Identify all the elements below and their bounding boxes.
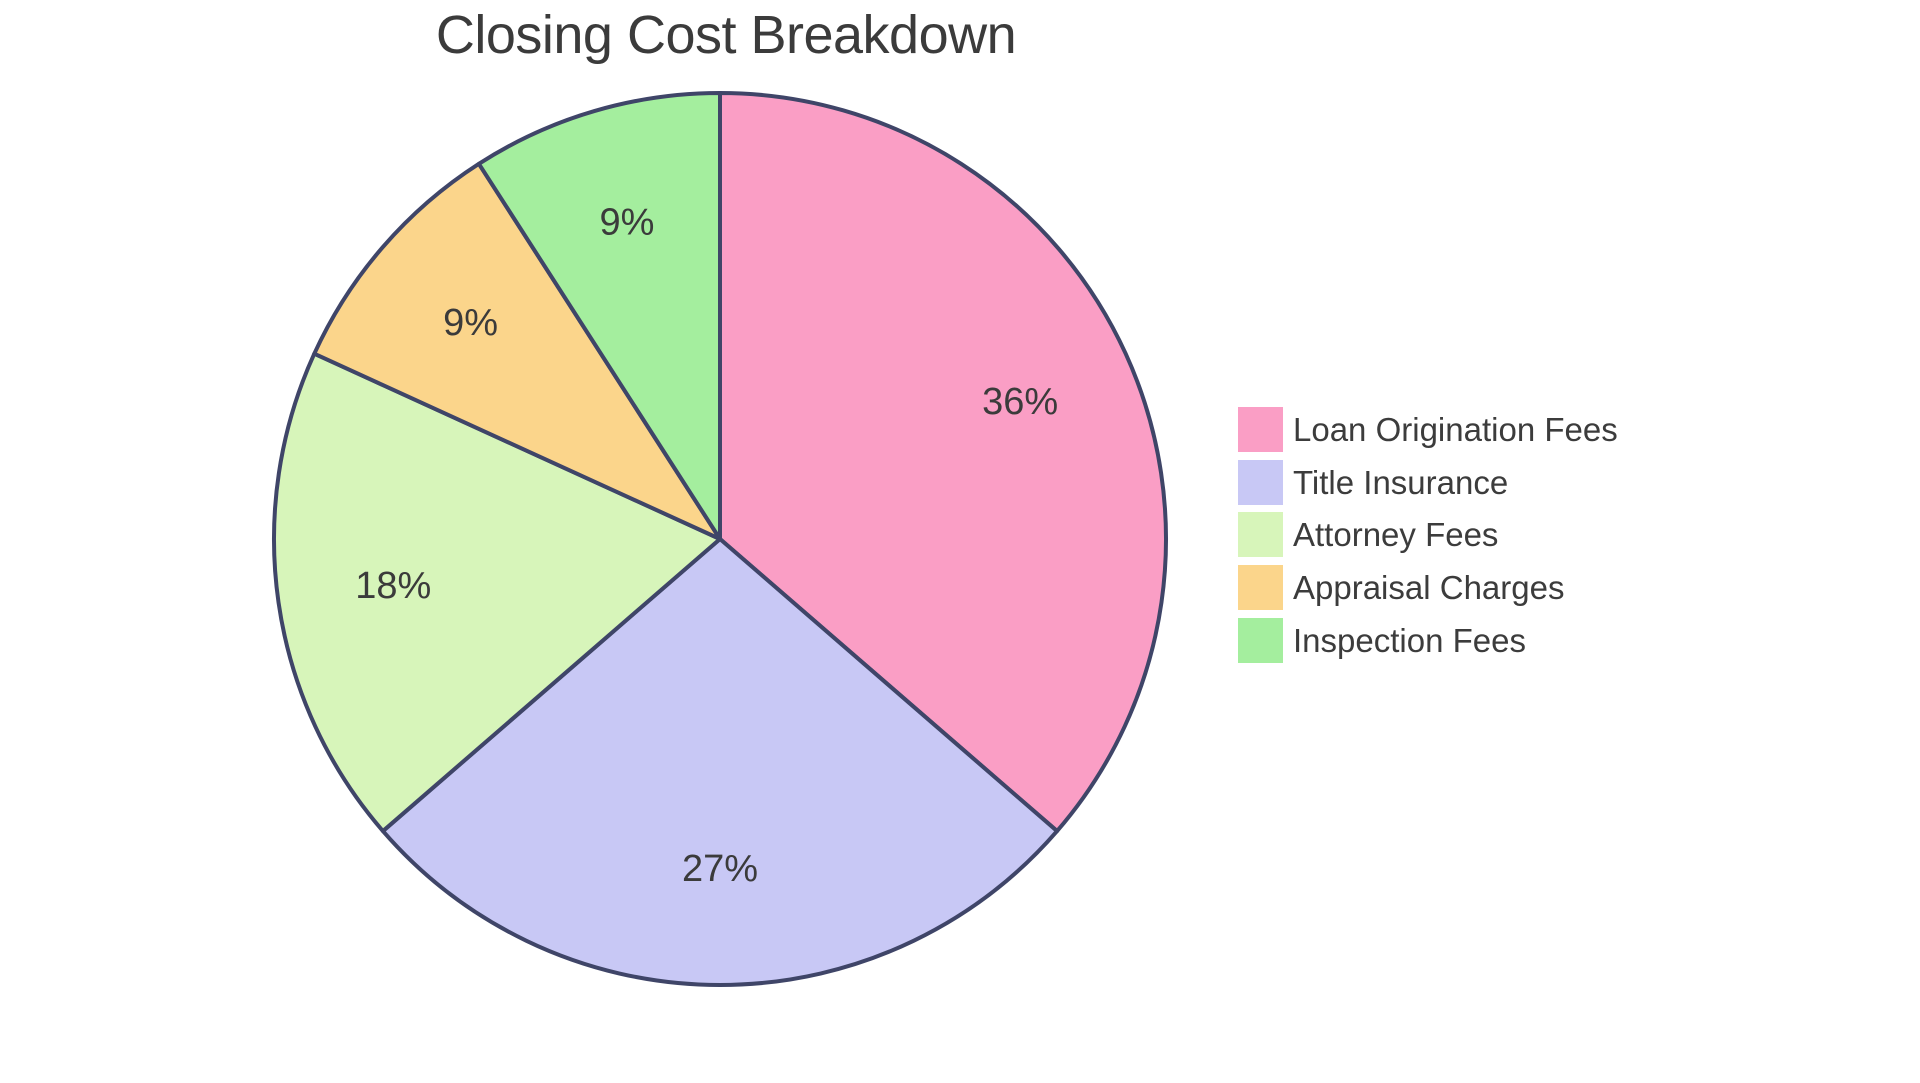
pie-slice-percent-label: 9% <box>443 302 498 344</box>
legend: Loan Origination Fees Title Insurance At… <box>1238 407 1618 663</box>
legend-item-label: Inspection Fees <box>1293 621 1526 659</box>
pie-slice-loan-origination-fees[interactable] <box>718 91 1168 834</box>
pie-slice-percent-label: 27% <box>682 848 758 890</box>
pie-slice-percent-label: 9% <box>600 201 655 243</box>
legend-item-label: Attorney Fees <box>1293 516 1499 554</box>
legend-item-loan-origination-fees[interactable]: Loan Origination Fees <box>1238 407 1618 452</box>
legend-item-label: Loan Origination Fees <box>1293 411 1618 448</box>
pie-slice-appraisal-charges[interactable] <box>312 161 722 541</box>
legend-item-appraisal-charges[interactable]: Appraisal Charges <box>1238 565 1618 611</box>
legend-swatch <box>1238 407 1283 452</box>
legend-swatch <box>1238 565 1283 611</box>
legend-item-inspection-fees[interactable]: Inspection Fees <box>1238 617 1618 663</box>
legend-item-label: Title Insurance <box>1293 463 1509 501</box>
legend-item-label: Appraisal Charges <box>1293 569 1565 607</box>
pie-slice-percent-label: 18% <box>355 565 431 607</box>
legend-swatch <box>1238 512 1283 558</box>
pie-slice-title-insurance[interactable] <box>380 537 1060 987</box>
pie-slice-inspection-fees[interactable] <box>476 91 722 541</box>
legend-swatch <box>1238 459 1283 505</box>
legend-swatch <box>1238 617 1283 663</box>
pie-slice-percent-label: 36% <box>982 381 1058 423</box>
legend-item-title-insurance[interactable]: Title Insurance <box>1238 459 1618 505</box>
pie-slice-attorney-fees[interactable] <box>272 351 722 834</box>
chart-title: Closing Cost Breakdown <box>435 5 1017 65</box>
legend-item-attorney-fees[interactable]: Attorney Fees <box>1238 512 1618 558</box>
